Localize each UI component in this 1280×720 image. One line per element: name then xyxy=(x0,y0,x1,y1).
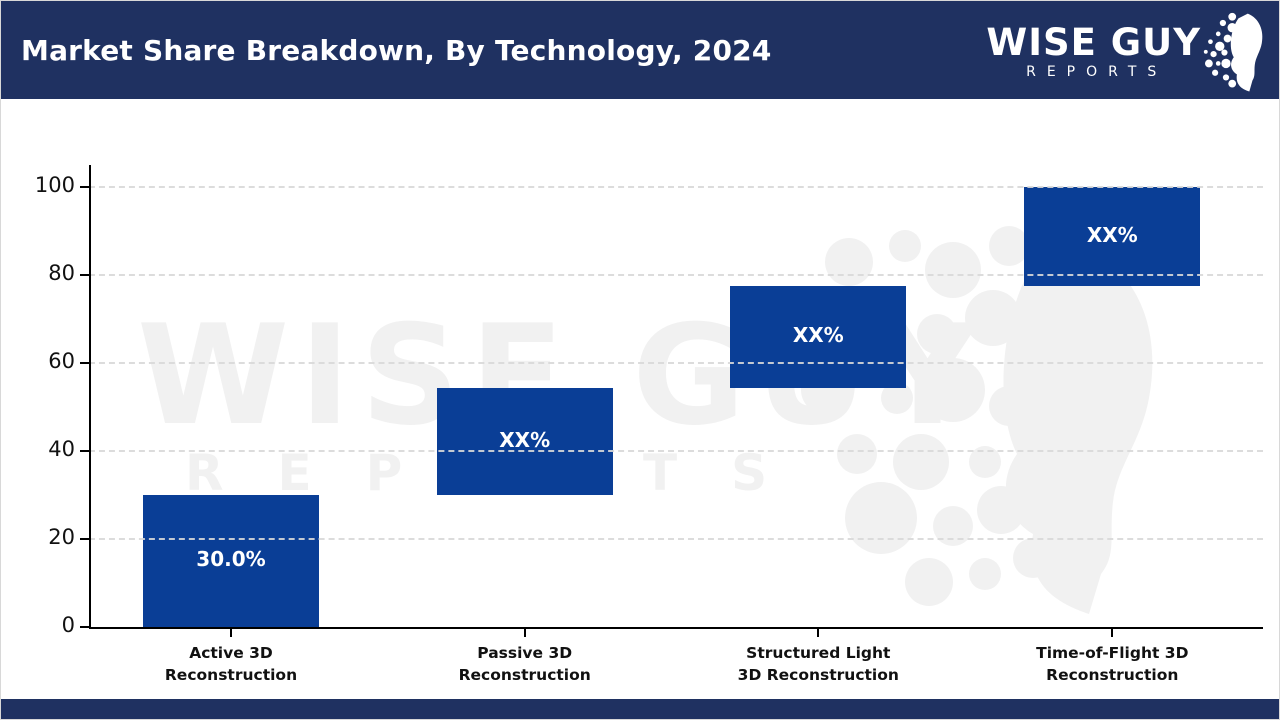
y-axis-line xyxy=(89,165,91,629)
y-tick-mark xyxy=(80,186,89,188)
bar-label: XX% xyxy=(792,323,844,348)
x-tick-label: Passive 3D Reconstruction xyxy=(458,644,591,684)
y-tick-mark xyxy=(80,274,89,276)
footer-bar xyxy=(1,699,1279,719)
bar-label: XX% xyxy=(499,427,551,452)
y-tick-label: 20 xyxy=(48,525,75,549)
y-tick-mark xyxy=(80,626,89,628)
x-tick-label: Structured Light 3D Reconstruction xyxy=(737,644,899,684)
header-bar: Market Share Breakdown, By Technology, 2… xyxy=(1,1,1279,99)
y-tick-label: 40 xyxy=(48,437,75,461)
x-tick-label: Time-of-Flight 3D Reconstruction xyxy=(1036,644,1189,684)
y-tick-mark xyxy=(80,538,89,540)
chart-plot-area: WISE GUY REPORTS 30.0%XX%XX%XX%020406080… xyxy=(1,99,1279,701)
x-tick-mark xyxy=(230,629,232,637)
x-tick-mark xyxy=(1111,629,1114,637)
bar xyxy=(730,286,907,389)
gridline xyxy=(89,538,1263,540)
bar-label: XX% xyxy=(1086,222,1138,247)
brand-subtitle: REPORTS xyxy=(1026,63,1168,80)
y-tick-mark xyxy=(80,362,89,364)
x-axis-line xyxy=(89,627,1263,629)
bar xyxy=(143,495,319,627)
gridline xyxy=(89,186,1263,188)
gridline xyxy=(89,362,1263,364)
brand-logo: WISE GUY REPORTS xyxy=(986,9,1265,93)
x-tick-mark xyxy=(523,629,526,637)
bar xyxy=(436,388,613,495)
y-tick-label: 0 xyxy=(61,613,75,637)
gridline xyxy=(89,274,1263,276)
brand-name: WISE GUY xyxy=(986,20,1201,64)
y-tick-label: 80 xyxy=(48,261,75,285)
x-tick-mark xyxy=(817,629,820,637)
x-tick-label: Active 3D Reconstruction xyxy=(164,644,298,684)
bar-label: 30.0% xyxy=(196,547,266,571)
bar xyxy=(1024,187,1201,286)
y-tick-label: 60 xyxy=(48,349,75,373)
dotted-head-icon xyxy=(1203,12,1263,92)
y-tick-mark xyxy=(80,450,89,452)
page-title: Market Share Breakdown, By Technology, 2… xyxy=(21,33,772,67)
gridline xyxy=(89,450,1263,452)
y-tick-label: 100 xyxy=(34,173,75,197)
brand-logo-text: WISE GUY REPORTS xyxy=(986,24,1201,79)
